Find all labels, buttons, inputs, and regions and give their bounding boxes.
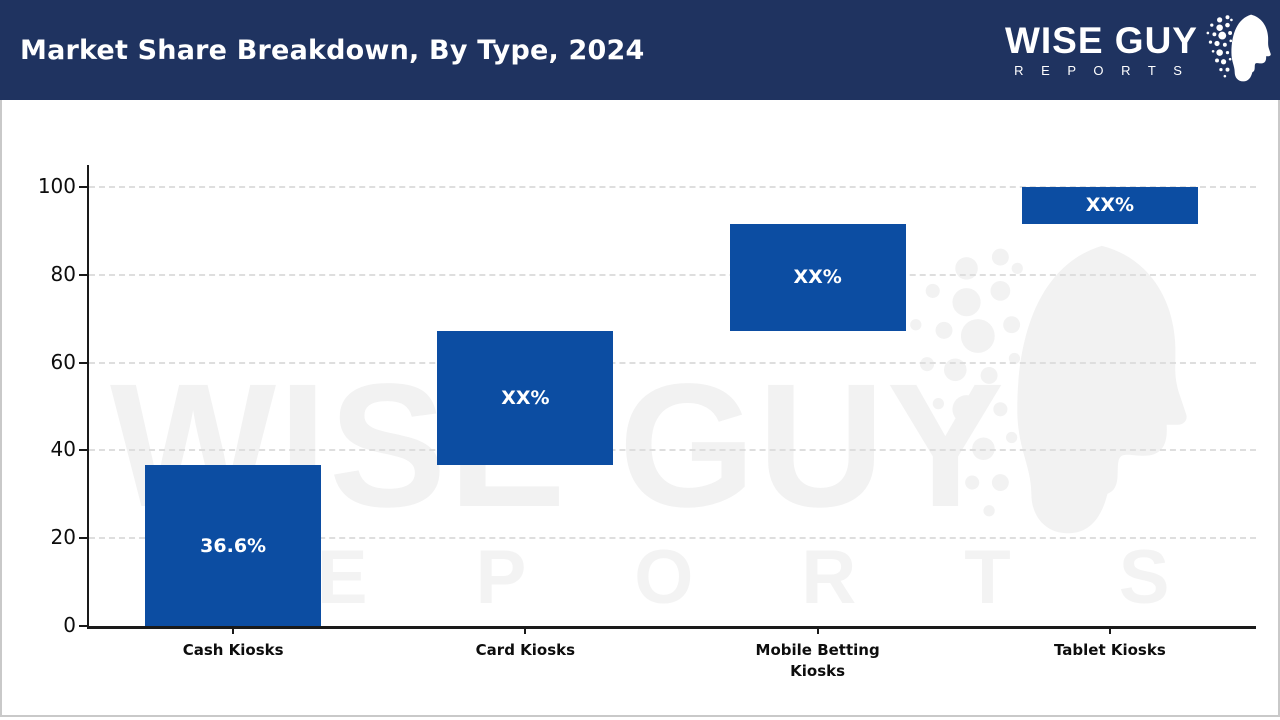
- gridline: [89, 449, 1256, 452]
- y-tick-label: 100: [37, 173, 76, 198]
- y-tick-label: 20: [50, 525, 76, 550]
- wiseguy-logo: WISE GUY R E P O R T S: [1005, 7, 1272, 93]
- x-axis-tick: [232, 628, 235, 634]
- watermark-subtext: REPORTS: [154, 535, 1278, 620]
- y-tick-label: 60: [50, 349, 76, 374]
- header-bar: Market Share Breakdown, By Type, 2024 WI…: [0, 0, 1280, 100]
- logo-text: WISE GUY R E P O R T S: [1005, 22, 1198, 78]
- y-axis-tick: [79, 185, 87, 188]
- bar-segment: 36.6%: [145, 465, 322, 626]
- x-category-label: Tablet Kiosks: [1053, 641, 1166, 659]
- x-axis-tick: [1108, 628, 1111, 634]
- bar-value-label: XX%: [1085, 194, 1135, 217]
- y-axis-tick: [79, 273, 87, 276]
- gridline: [89, 537, 1256, 540]
- x-category-label: Cash Kiosks: [182, 641, 284, 659]
- bar-segment: XX%: [1021, 186, 1198, 224]
- x-category-label: Card Kiosks: [475, 641, 576, 659]
- bar-segment: XX%: [437, 330, 614, 466]
- y-tick-label: 80: [50, 261, 76, 286]
- gridline: [89, 185, 1256, 188]
- bar-value-label: XX%: [793, 266, 842, 289]
- y-tick-label: 40: [50, 437, 76, 462]
- logo-subtext: R E P O R T S: [1014, 63, 1189, 78]
- x-axis-line: [87, 626, 1256, 629]
- gridline: [89, 273, 1256, 276]
- logo-face-icon: [1206, 14, 1271, 82]
- y-tick-label: 0: [63, 613, 76, 637]
- y-axis-tick: [79, 537, 87, 540]
- bar-value-label: 36.6%: [200, 534, 267, 557]
- y-axis-tick: [79, 361, 87, 364]
- x-category-label: Mobile Betting Kiosks: [755, 641, 880, 680]
- bar-value-label: XX%: [501, 387, 550, 410]
- y-axis-line: [87, 165, 89, 628]
- x-axis-tick: [524, 628, 527, 634]
- page-title: Market Share Breakdown, By Type, 2024: [20, 34, 645, 66]
- y-axis-tick: [79, 625, 87, 627]
- x-axis-tick: [816, 628, 819, 634]
- bar-segment: XX%: [729, 223, 906, 331]
- gridline: [89, 361, 1256, 364]
- logo-brand: WISE GUY: [1004, 20, 1198, 61]
- y-axis-tick: [79, 449, 87, 452]
